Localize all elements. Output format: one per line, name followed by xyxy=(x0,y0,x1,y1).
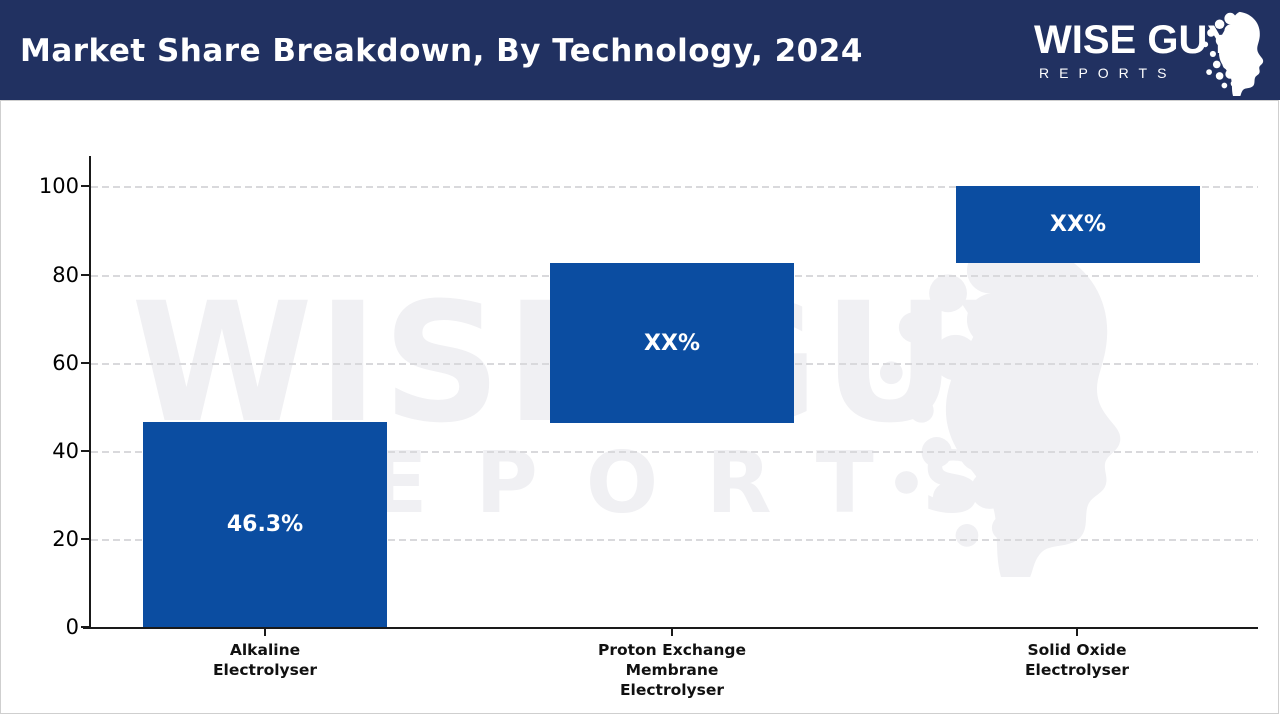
category-label-pem: Proton Exchange Membrane Electrolyser xyxy=(512,640,832,700)
x-tick-mark-soec xyxy=(1076,629,1078,636)
x-tick-mark-alkaline xyxy=(264,629,266,636)
page-title: Market Share Breakdown, By Technology, 2… xyxy=(20,33,863,69)
bar-value-label: XX% xyxy=(644,330,700,356)
x-tick-mark-pem xyxy=(671,629,673,636)
y-tick-label-0: 0 xyxy=(65,615,79,639)
category-line: Electrolyser xyxy=(619,681,725,699)
gridline-100 xyxy=(91,186,1258,188)
bar-value-label: 46.3% xyxy=(226,512,304,537)
x-axis-line xyxy=(83,627,1258,629)
y-tick-label-20: 20 xyxy=(52,527,79,551)
logo-subtext: REPORTS xyxy=(1039,65,1177,81)
category-line: Alkaline xyxy=(229,641,301,659)
y-tick-mark-80 xyxy=(81,274,90,276)
category-line: Proton Exchange xyxy=(597,641,747,659)
y-tick-mark-20 xyxy=(81,538,90,540)
bar-proton-exchange-membrane-electrolyser: XX% xyxy=(550,263,794,423)
y-tick-label-100: 100 xyxy=(38,174,79,198)
y-axis-line xyxy=(89,156,91,628)
category-label-solid-oxide: Solid Oxide Electrolyser xyxy=(917,640,1237,680)
bar-alkaline-electrolyser: 46.3% xyxy=(143,422,387,627)
y-tick-label-60: 60 xyxy=(52,351,79,375)
wiseguy-logo: WISE GUY REPORTS xyxy=(1008,5,1270,96)
gridline-20 xyxy=(91,539,1258,541)
y-tick-mark-40 xyxy=(81,450,90,452)
y-tick-mark-60 xyxy=(81,362,90,364)
category-line: Membrane xyxy=(625,661,719,679)
watermark-head-icon xyxy=(836,229,1166,581)
chart-panel: WISE GUY REPORTS xyxy=(0,100,1279,714)
header-bar: Market Share Breakdown, By Technology, 2… xyxy=(0,0,1280,100)
category-line: Electrolyser xyxy=(212,661,318,679)
bar-solid-oxide-electrolyser: XX% xyxy=(956,186,1200,263)
category-label-alkaline: Alkaline Electrolyser xyxy=(105,640,425,680)
y-tick-mark-100 xyxy=(81,185,90,187)
y-tick-label-80: 80 xyxy=(52,263,79,287)
category-line: Electrolyser xyxy=(1024,661,1130,679)
category-line: Solid Oxide xyxy=(1027,641,1127,659)
logo-wordmark: WISE GUY xyxy=(1034,18,1235,62)
bar-value-label: XX% xyxy=(1050,212,1106,237)
y-tick-mark-0 xyxy=(81,626,90,628)
wiseguy-head-icon xyxy=(1196,8,1270,100)
y-tick-label-40: 40 xyxy=(52,439,79,463)
gridline-40 xyxy=(91,451,1258,453)
